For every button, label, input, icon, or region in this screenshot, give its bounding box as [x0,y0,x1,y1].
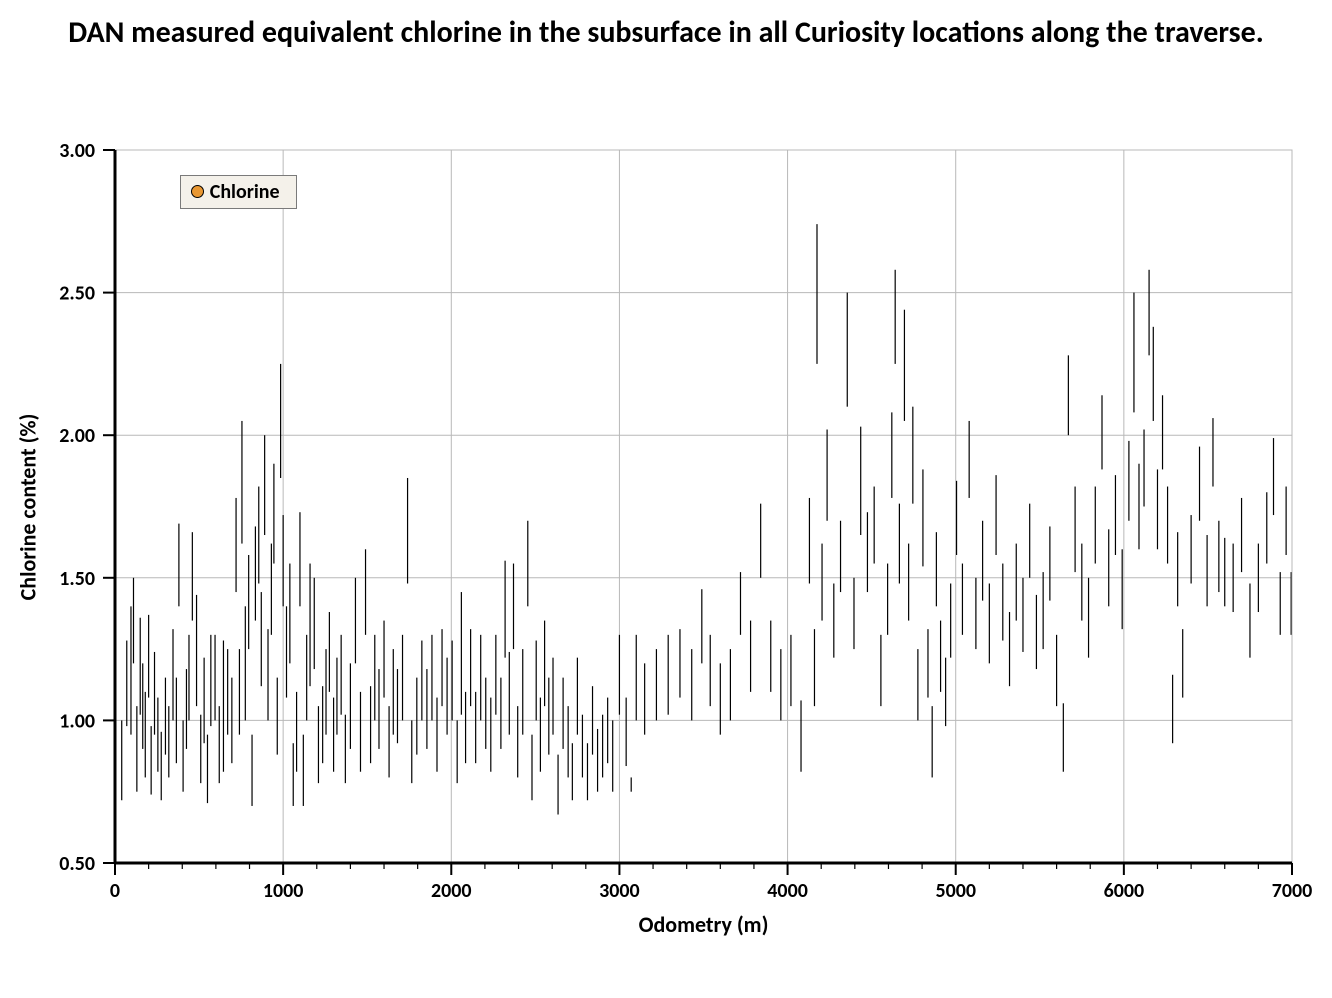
svg-text:4000: 4000 [767,879,808,903]
chart-area: 0 1000 2000 3000 4000 5000 6000 7000 0.50 1.00 1.5… [20,140,1312,938]
svg-text:1000: 1000 [263,879,304,903]
svg-text:7000: 7000 [1272,879,1312,903]
legend: Chlorine [180,175,297,209]
x-axis-label: Odometry (m) [639,911,769,938]
svg-text:0: 0 [110,879,120,903]
svg-text:6000: 6000 [1104,879,1145,903]
svg-text:2000: 2000 [431,879,472,903]
chart-title: DAN measured equivalent chlorine in the … [0,14,1332,52]
svg-text:2.50: 2.50 [59,282,95,306]
svg-text:1.50: 1.50 [59,567,95,591]
legend-label: Chlorine [210,180,280,204]
svg-text:3.00: 3.00 [59,140,95,163]
y-axis-label: Chlorine content (%) [15,413,42,600]
svg-text:0.50: 0.50 [59,852,95,876]
chart-svg: 0 1000 2000 3000 4000 5000 6000 7000 0.50 1.00 1.5… [20,140,1312,938]
legend-marker-icon [191,185,204,198]
svg-text:2.00: 2.00 [59,424,95,448]
svg-text:1.00: 1.00 [59,709,95,733]
svg-text:3000: 3000 [599,879,640,903]
svg-text:5000: 5000 [935,879,976,903]
